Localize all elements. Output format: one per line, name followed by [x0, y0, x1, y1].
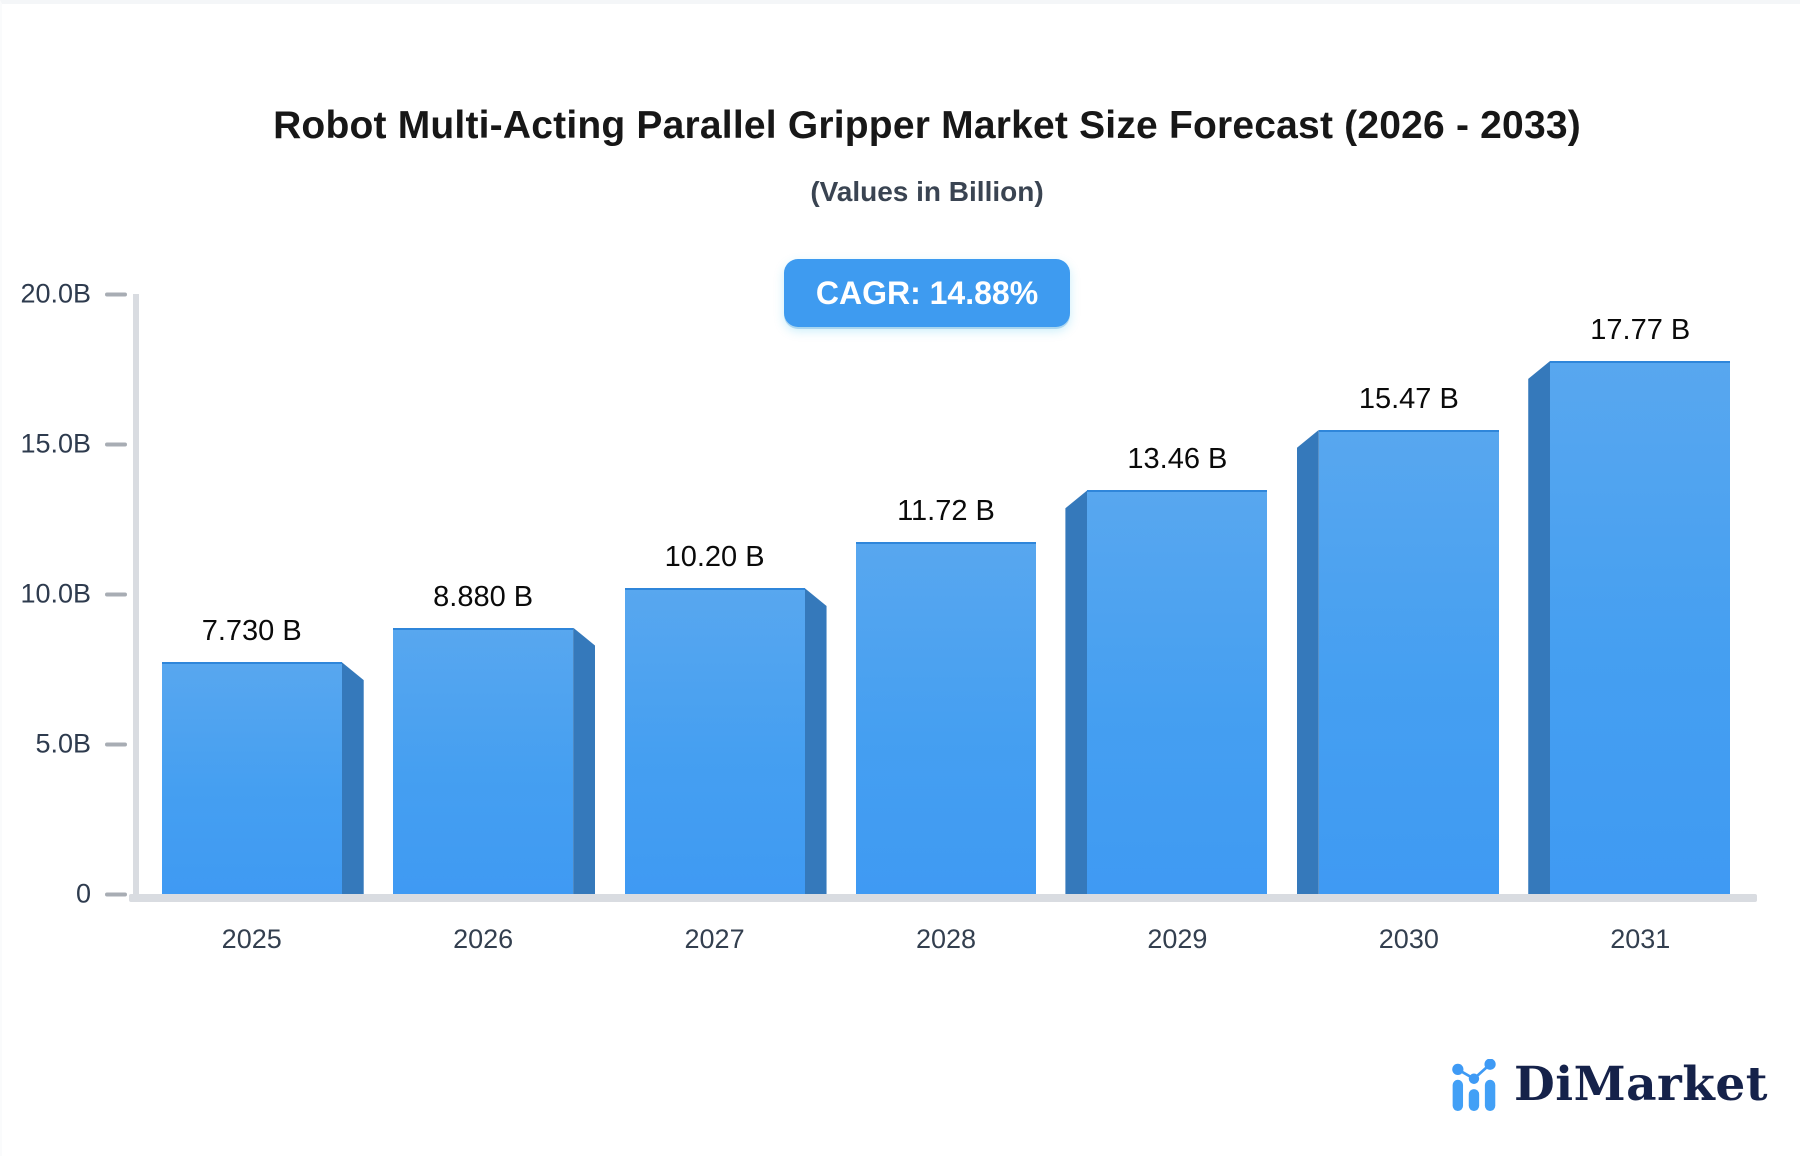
bar-column-2031: 17.77 B: [1525, 294, 1756, 894]
bar-value-label-2028: 11.72 B: [897, 495, 995, 528]
bar-2029: [1087, 490, 1268, 894]
cagr-badge: CAGR: 14.88%: [784, 259, 1070, 327]
y-tick-label: 5.0B: [35, 728, 91, 759]
bar-2028: [855, 542, 1036, 894]
y-tick-label: 0: [75, 878, 91, 909]
chart-subtitle: (Values in Billion): [810, 176, 1044, 207]
bar-3d-side-2027: [804, 588, 827, 894]
x-axis-label-2027: 2027: [684, 924, 745, 954]
bar-column-2026: 8.880 B: [367, 294, 598, 894]
bar-column-2029: 13.46 B: [1062, 294, 1293, 894]
y-tick-20.0B: 20.0B: [3, 279, 136, 310]
bar-value-label-2030: 15.47 B: [1358, 382, 1459, 415]
y-axis-line: [133, 294, 139, 898]
x-axis-label-2028: 2028: [915, 924, 977, 954]
x-axis-baseline: [129, 894, 1757, 902]
bar-3d-side-2025: [341, 662, 364, 894]
x-axis-label-2031: 2031: [1610, 924, 1671, 954]
bar-value-label-2026: 8.880 B: [433, 580, 534, 613]
x-axis-label-2029: 2029: [1147, 924, 1208, 954]
bar-column-2027: 10.20 B: [599, 294, 830, 894]
y-tick-label: 20.0B: [20, 278, 91, 309]
y-tick-label: 15.0B: [20, 428, 91, 459]
y-tick-dash-icon: [105, 292, 127, 296]
chart-title: Robot Multi-Acting Parallel Gripper Mark…: [273, 104, 1581, 147]
bar-2031: [1550, 360, 1731, 894]
bar-2030: [1318, 429, 1499, 894]
bar-2027: [624, 588, 805, 894]
dimarket-logo: DiMarket: [1452, 1057, 1768, 1112]
bar-value-label-2027: 10.20 B: [664, 541, 765, 573]
bar-value-label-2031: 17.77 B: [1590, 313, 1691, 346]
x-axis-label-2030: 2030: [1378, 924, 1439, 954]
bar-3d-side-2029: [1065, 490, 1088, 894]
y-tick-15.0B: 15.0B: [3, 429, 136, 460]
bar-value-label-2025: 7.730 B: [201, 615, 302, 648]
x-axis-label-2026: 2026: [453, 924, 514, 954]
dimarket-bar-chart-icon: [1452, 1058, 1496, 1111]
bar-value-label-2029: 13.46 B: [1127, 443, 1228, 476]
bar-stack-2028: [855, 542, 1036, 894]
bar-3d-side-2030: [1296, 429, 1319, 894]
bar-stack-2025: [161, 662, 364, 894]
bar-stack-2027: [624, 588, 827, 894]
bars-row: 7.730 B 8.880 B 10.20 B 11.72 B 13.46 B 15.47…: [136, 294, 1756, 894]
bar-column-2028: 11.72 B: [830, 294, 1061, 894]
x-axis-labels: 2025 2026 2027 2028 2029 2030 2031: [136, 924, 1756, 955]
y-tick-label: 10.0B: [20, 578, 91, 609]
y-tick-dash-icon: [105, 592, 127, 596]
y-tick-dash-icon: [105, 442, 127, 446]
bar-3d-side-2026: [573, 627, 596, 894]
bar-column-2030: 15.47 B: [1293, 294, 1524, 894]
bar-stack-2026: [393, 627, 596, 894]
y-tick-dash-icon: [105, 892, 127, 896]
logo-wordmark: DiMarket: [1513, 1057, 1768, 1112]
y-tick-0: 0: [3, 879, 136, 910]
bar-stack-2030: [1296, 429, 1499, 894]
y-tick-5.0B: 5.0B: [3, 729, 136, 760]
y-tick-dash-icon: [105, 742, 127, 746]
bar-stack-2031: [1528, 360, 1731, 894]
bar-3d-side-2031: [1528, 360, 1551, 894]
x-axis-label-2025: 2025: [221, 924, 282, 954]
bar-stack-2029: [1065, 490, 1268, 894]
bar-column-2025: 7.730 B: [136, 294, 367, 894]
plot-area: 0 5.0B 10.0B 15.0B 20.0B 7.730 B 8.880 B 10.20…: [20, 279, 1757, 954]
bar-2025: [161, 662, 342, 894]
bar-2026: [393, 627, 574, 894]
y-tick-10.0B: 10.0B: [3, 579, 136, 610]
